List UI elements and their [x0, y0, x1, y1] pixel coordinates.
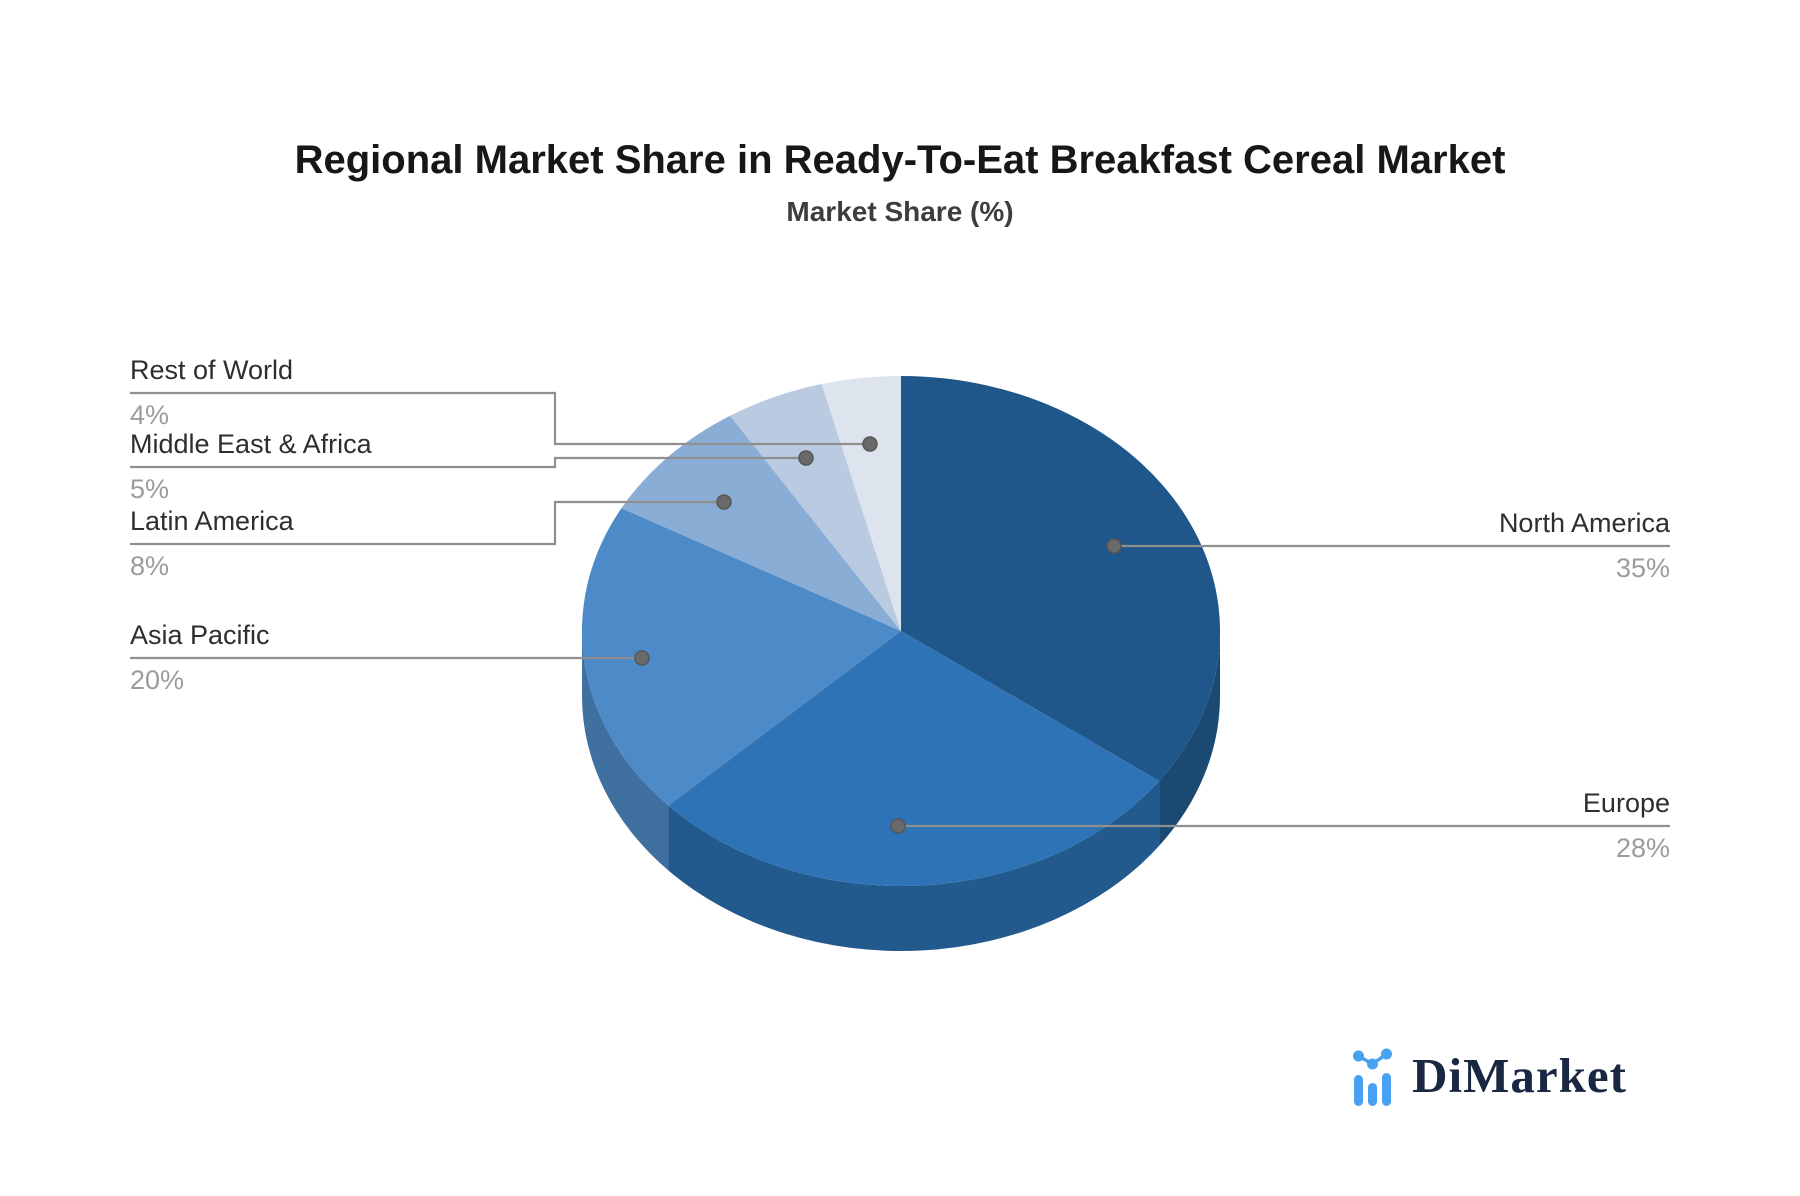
- slice-percent: 20%: [130, 665, 185, 695]
- slice-label-rest-of-world: Rest of World 4%: [130, 356, 293, 430]
- pie-side-europe: [668, 780, 1160, 952]
- pie-slice-middle-east-africa[interactable]: [730, 384, 901, 631]
- brand-logo-text: DiMarket: [1412, 1047, 1627, 1103]
- slice-name: Europe: [1582, 788, 1670, 818]
- slice-label-north-america: North America 35%: [1499, 509, 1670, 583]
- leader-line: [130, 500, 724, 546]
- pie-side-north-america: [1159, 631, 1220, 846]
- slice-name: North America: [1498, 508, 1670, 538]
- slice-percent: 5%: [130, 474, 170, 504]
- pie-side-asia-pacific: [582, 631, 669, 871]
- pie-slice-europe[interactable]: [668, 631, 1160, 887]
- leader-dot: [716, 494, 732, 510]
- leader-dot: [1106, 538, 1122, 554]
- slice-percent: 28%: [1615, 833, 1670, 863]
- slice-percent: 8%: [130, 551, 170, 581]
- pie-slice-rest-of-world[interactable]: [821, 376, 901, 631]
- pie-slice-asia-pacific[interactable]: [582, 508, 901, 806]
- slice-name: Latin America: [130, 506, 294, 536]
- pie-slice-north-america[interactable]: [901, 376, 1220, 781]
- leader-dot: [798, 450, 814, 466]
- leader-dot: [634, 650, 650, 666]
- slice-name: Asia Pacific: [130, 620, 270, 650]
- brand-logo: DiMarket: [1350, 1040, 1627, 1110]
- slice-label-europe: Europe 28%: [1583, 789, 1670, 863]
- slice-name: Rest of World: [130, 355, 294, 385]
- slice-percent: 35%: [1615, 553, 1670, 583]
- leader-line: [130, 391, 870, 446]
- leader-dot: [890, 818, 906, 834]
- slice-label-asia-pacific: Asia Pacific 20%: [130, 621, 270, 695]
- slice-label-middle-east-africa: Middle East & Africa 5%: [130, 430, 372, 504]
- bar-line-chart-icon: [1353, 1048, 1393, 1106]
- chart-title: Regional Market Share in Ready-To-Eat Br…: [294, 138, 1506, 182]
- chart-subtitle: Market Share (%): [786, 196, 1014, 227]
- leader-line: [130, 456, 806, 469]
- slice-percent: 4%: [130, 400, 170, 430]
- leader-dot: [862, 436, 878, 452]
- slice-label-latin-america: Latin America 8%: [130, 507, 294, 581]
- pie-slice-latin-america[interactable]: [621, 415, 901, 631]
- slice-name: Middle East & Africa: [130, 429, 372, 459]
